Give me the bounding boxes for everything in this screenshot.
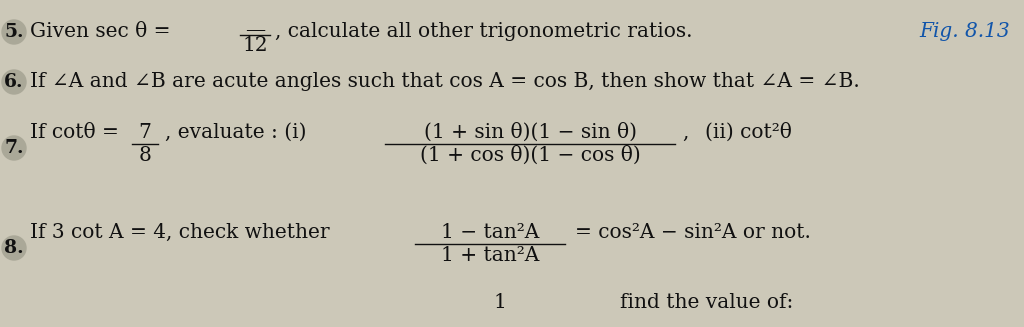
Text: = cos²A − sin²A or not.: = cos²A − sin²A or not. — [575, 223, 811, 242]
Text: , calculate all other trigonometric ratios.: , calculate all other trigonometric rati… — [275, 22, 692, 41]
Text: 7.: 7. — [4, 139, 24, 157]
Text: 1 − tan²A: 1 − tan²A — [440, 223, 540, 242]
Text: Given sec θ =: Given sec θ = — [30, 22, 171, 41]
Text: ,: , — [682, 123, 688, 142]
Text: 8.: 8. — [4, 239, 24, 257]
Text: Fig. 8.13: Fig. 8.13 — [920, 22, 1010, 41]
Circle shape — [2, 236, 26, 260]
Text: (1 + sin θ)(1 − sin θ): (1 + sin θ)(1 − sin θ) — [424, 123, 637, 142]
Text: —: — — [245, 21, 265, 40]
Circle shape — [2, 70, 26, 94]
Text: If 3 cot A = 4, check whether: If 3 cot A = 4, check whether — [30, 223, 330, 242]
Text: If cotθ =: If cotθ = — [30, 123, 119, 142]
Text: , evaluate : (i): , evaluate : (i) — [165, 123, 306, 142]
Text: 12: 12 — [243, 36, 268, 55]
Text: 6.: 6. — [4, 73, 24, 91]
Text: 5.: 5. — [4, 23, 24, 41]
Text: (1 + cos θ)(1 − cos θ): (1 + cos θ)(1 − cos θ) — [420, 146, 640, 165]
Text: (ii) cot²θ: (ii) cot²θ — [705, 123, 792, 142]
Circle shape — [2, 20, 26, 44]
Text: 7: 7 — [138, 123, 152, 142]
Text: 8: 8 — [138, 146, 152, 165]
Text: 1: 1 — [494, 293, 507, 312]
Text: find the value of:: find the value of: — [620, 293, 794, 312]
Text: 1 + tan²A: 1 + tan²A — [440, 246, 540, 265]
Circle shape — [2, 136, 26, 160]
Text: If ∠A and ∠B are acute angles such that cos A = cos B, then show that ∠A = ∠B.: If ∠A and ∠B are acute angles such that … — [30, 72, 860, 91]
